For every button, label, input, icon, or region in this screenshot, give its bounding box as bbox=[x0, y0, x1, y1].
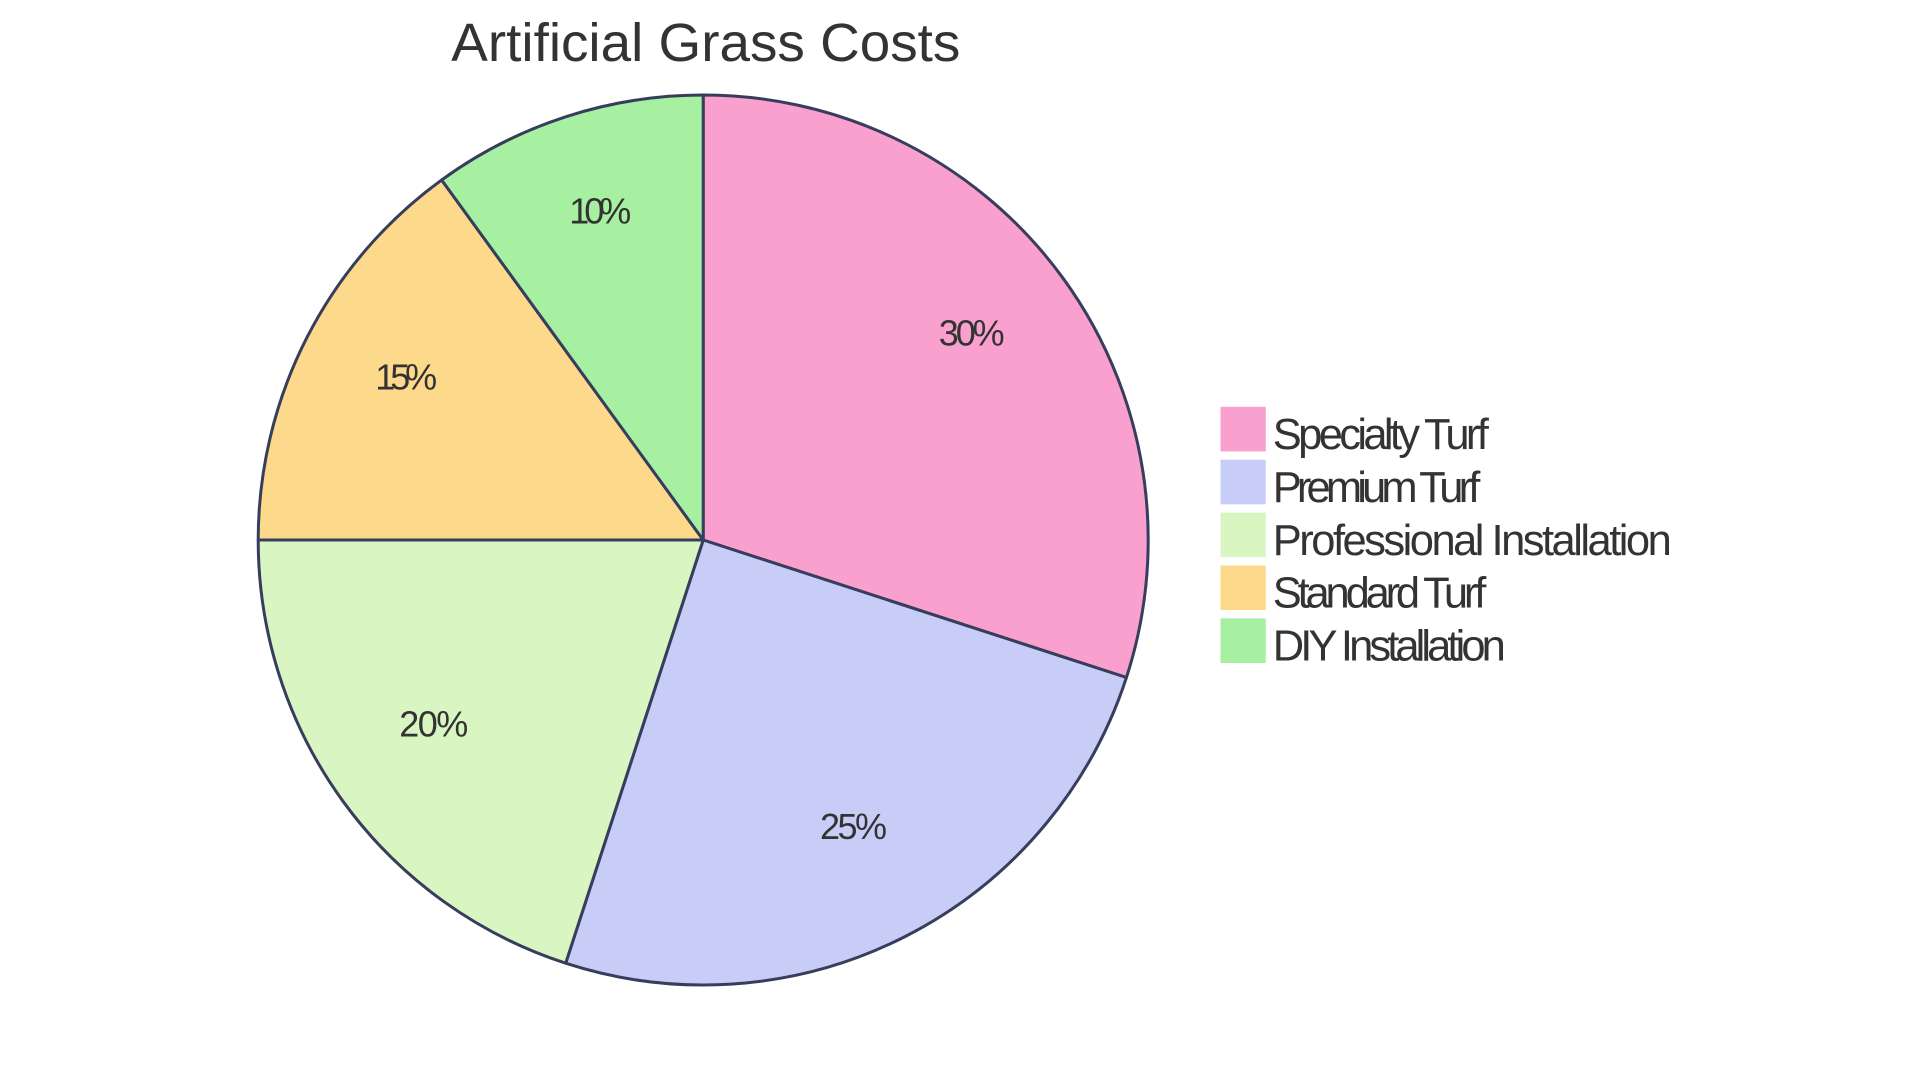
svg-text:DIY Installation: DIY Installation bbox=[1273, 623, 1506, 671]
svg-text:15%: 15% bbox=[375, 357, 437, 398]
svg-text:Premium Turf: Premium Turf bbox=[1273, 464, 1481, 512]
svg-text:25%: 25% bbox=[820, 806, 887, 847]
svg-text:Specialty Turf: Specialty Turf bbox=[1273, 411, 1490, 459]
svg-text:Standard Turf: Standard Turf bbox=[1273, 570, 1487, 618]
svg-text:Artificial Grass Costs: Artificial Grass Costs bbox=[451, 14, 960, 73]
svg-text:Professional Installation: Professional Installation bbox=[1273, 517, 1672, 565]
svg-text:30%: 30% bbox=[939, 312, 1005, 353]
svg-text:20%: 20% bbox=[399, 703, 468, 744]
svg-text:10%: 10% bbox=[569, 191, 631, 232]
